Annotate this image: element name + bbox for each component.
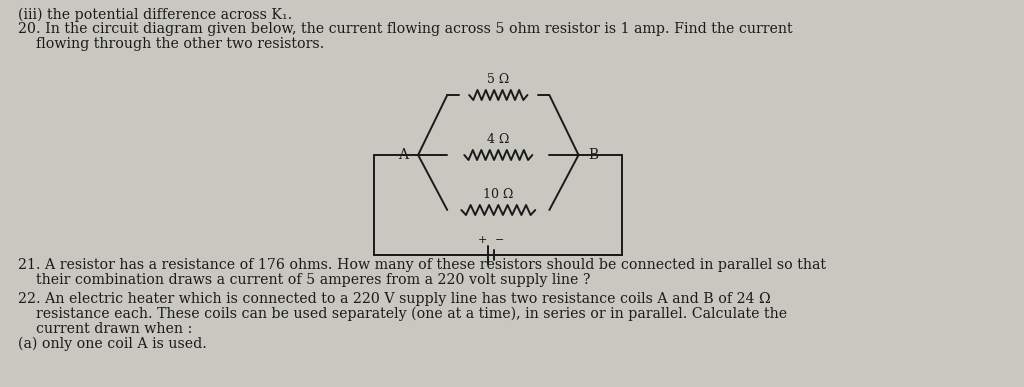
Text: 4 Ω: 4 Ω xyxy=(487,133,510,146)
Text: (iii) the potential difference across K₁.: (iii) the potential difference across K₁… xyxy=(17,8,292,22)
Text: 20. In the circuit diagram given below, the current flowing across 5 ohm resisto: 20. In the circuit diagram given below, … xyxy=(17,22,793,36)
Text: B: B xyxy=(588,148,598,162)
Text: flowing through the other two resistors.: flowing through the other two resistors. xyxy=(17,37,324,51)
Text: A: A xyxy=(398,148,409,162)
Text: current drawn when :: current drawn when : xyxy=(17,322,191,336)
Text: 5 Ω: 5 Ω xyxy=(487,73,509,86)
Text: +: + xyxy=(477,235,487,245)
Text: their combination draws a current of 5 amperes from a 220 volt supply line ?: their combination draws a current of 5 a… xyxy=(17,273,590,287)
Text: resistance each. These coils can be used separately (one at a time), in series o: resistance each. These coils can be used… xyxy=(17,307,786,321)
Text: 22. An electric heater which is connected to a 220 V supply line has two resista: 22. An electric heater which is connecte… xyxy=(17,292,770,306)
Text: −: − xyxy=(495,235,505,245)
Text: 21. A resistor has a resistance of 176 ohms. How many of these resistors should : 21. A resistor has a resistance of 176 o… xyxy=(17,258,825,272)
Text: (a) only one coil A is used.: (a) only one coil A is used. xyxy=(17,337,207,351)
Text: 10 Ω: 10 Ω xyxy=(483,188,513,201)
